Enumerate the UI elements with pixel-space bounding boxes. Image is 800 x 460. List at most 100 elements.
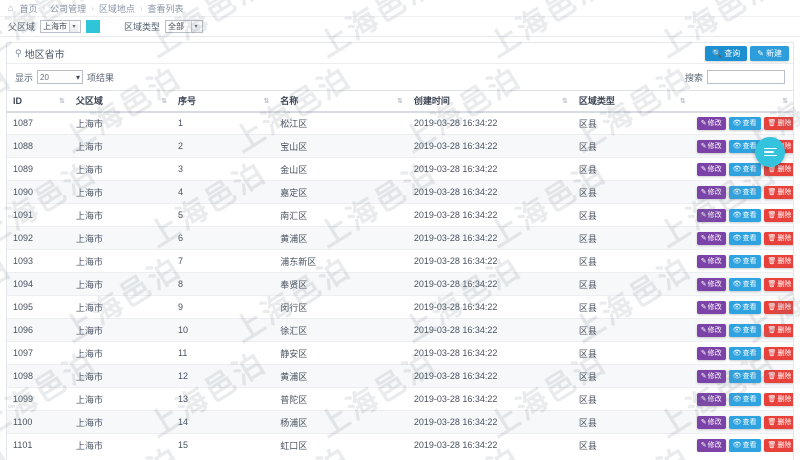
column-header-type[interactable]: 区域类型 ⇅: [572, 90, 691, 113]
table-row[interactable]: 1097 上海市 11 静安区 2019-03-28 16:34:22 区县 ✎ 修改 👁 查看 🗑…: [7, 341, 793, 365]
sort-icon[interactable]: ⇅: [679, 97, 686, 105]
row-actions[interactable]: ✎修改👁查看🗑删除: [690, 295, 793, 319]
breadcrumb-item-3[interactable]: 查看列表: [147, 3, 184, 14]
floating-menu-button[interactable]: [755, 137, 785, 167]
table-row[interactable]: 1100 上海市 14 杨浦区 2019-03-28 16:34:22 区县 ✎ 修改 👁 查看 🗑…: [7, 410, 793, 434]
column-header-seq[interactable]: 序号 ⇅: [172, 90, 275, 113]
sort-icon[interactable]: ⇅: [396, 97, 403, 105]
query-button[interactable]: 🔍 查询: [705, 45, 748, 61]
edit-button[interactable]: ✎ 修改: [696, 139, 726, 153]
table-row[interactable]: 1092 上海市 6 黄浦区 2019-03-28 16:34:22 区县 ✎ 修改 👁 查看 🗑 删…: [7, 226, 793, 250]
row-actions[interactable]: ✎修改👁查看🗑删除: [690, 180, 793, 204]
del-button[interactable]: 🗑删除: [763, 392, 793, 406]
view-button-label: 查看: [742, 281, 757, 288]
table-row[interactable]: 1099 上海市 13 普陀区 2019-03-28 16:34:22 区县 ✎ 修改 👁 查看 🗑…: [7, 387, 793, 411]
table-row[interactable]: 1095 上海市 9 闵行区 2019-03-28 16:34:22 区县 ✎ 修改 👁 查看 🗑 删…: [7, 295, 793, 319]
data-table-container[interactable]: ID ⇅ 父区域 ⇅ 序号 ⇅ 名称 ⇅ 创建时间 ⇅ 区域类型 ⇅ ⇅ 1087 上海市 1 松江区 2019…: [7, 90, 793, 452]
view-button[interactable]: 👁 查看: [728, 392, 761, 406]
row-actions[interactable]: ✎修改👁查看🗑删除: [690, 226, 793, 250]
view-button[interactable]: 👁 查看: [728, 369, 761, 383]
edit-button[interactable]: ✎ 修改: [696, 300, 726, 314]
page-length-select[interactable]: 20 ▾: [37, 70, 84, 84]
del-button[interactable]: 🗑删除: [763, 254, 793, 268]
row-actions[interactable]: ✎修改👁查看🗑删除: [690, 203, 793, 227]
table-row[interactable]: 1090 上海市 4 嘉定区 2019-03-28 16:34:22 区县 ✎ 修改 👁 查看 🗑 删…: [7, 180, 793, 204]
table-row[interactable]: 1094 上海市 8 奉贤区 2019-03-28 16:34:22 区县 ✎ 修改 👁 查看 🗑 删…: [7, 272, 793, 296]
edit-button[interactable]: ✎ 修改: [696, 162, 726, 176]
sort-icon[interactable]: ⇅: [263, 97, 269, 105]
view-button[interactable]: 👁 查看: [728, 162, 761, 176]
column-header-created[interactable]: 创建时间 ⇅: [407, 90, 573, 113]
view-button[interactable]: 👁 查看: [728, 323, 761, 337]
edit-button[interactable]: ✎ 修改: [696, 254, 726, 268]
edit-button[interactable]: ✎ 修改: [696, 323, 726, 337]
edit-button[interactable]: ✎ 修改: [696, 231, 726, 245]
del-button[interactable]: 🗑删除: [763, 346, 793, 360]
table-row[interactable]: 1098 上海市 12 黄浦区 2019-03-28 16:34:22 区县 ✎ 修改 👁 查看 🗑…: [7, 364, 793, 388]
table-row[interactable]: 1093 上海市 7 浦东新区 2019-03-28 16:34:22 区县 ✎ 修改 👁 查看 🗑…: [7, 249, 793, 273]
view-button[interactable]: 👁 查看: [728, 116, 761, 130]
table-row[interactable]: 1087 上海市 1 松江区 2019-03-28 16:34:22 区县 ✎ 修改 👁 查看 🗑 删…: [7, 111, 793, 135]
view-button[interactable]: 👁 查看: [728, 415, 761, 429]
edit-button[interactable]: ✎ 修改: [696, 346, 726, 360]
edit-button[interactable]: ✎ 修改: [696, 277, 726, 291]
del-button[interactable]: 🗑删除: [763, 415, 793, 429]
row-actions[interactable]: ✎修改👁查看🗑删除: [690, 341, 793, 365]
edit-button[interactable]: ✎ 修改: [696, 438, 726, 452]
breadcrumb-item-2[interactable]: 区域地点: [98, 3, 135, 14]
del-button[interactable]: 🗑删除: [763, 208, 793, 222]
edit-button[interactable]: ✎ 修改: [696, 185, 726, 199]
del-button[interactable]: 🗑删除: [763, 323, 793, 337]
breadcrumb-item-1[interactable]: 公司管理: [50, 3, 87, 14]
table-row[interactable]: 1101 上海市 15 虹口区 2019-03-28 16:34:22 区县 ✎ 修改 👁 查看 🗑…: [7, 433, 793, 452]
parent-region-select[interactable]: 上海市 ▾: [40, 20, 82, 33]
view-button[interactable]: 👁 查看: [728, 185, 761, 199]
row-actions[interactable]: ✎修改👁查看🗑删除: [690, 364, 793, 388]
edit-button[interactable]: ✎ 修改: [696, 415, 726, 429]
column-header-actions[interactable]: ⇅: [690, 90, 793, 113]
del-button[interactable]: 🗑删除: [763, 277, 793, 291]
sort-icon[interactable]: ⇅: [782, 97, 788, 105]
search-input[interactable]: [707, 70, 785, 84]
view-button[interactable]: 👁 查看: [728, 208, 761, 222]
view-button[interactable]: 👁 查看: [728, 231, 761, 245]
region-type-select[interactable]: 全部 ▾: [165, 20, 204, 33]
row-actions[interactable]: ✎修改👁查看🗑删除: [690, 410, 793, 434]
create-button[interactable]: ✎ 新建: [750, 45, 789, 61]
edit-button[interactable]: ✎ 修改: [696, 208, 726, 222]
table-row[interactable]: 1096 上海市 10 徐汇区 2019-03-28 16:34:22 区县 ✎ 修改 👁 查看 🗑…: [7, 318, 793, 342]
view-button[interactable]: 👁 查看: [728, 300, 761, 314]
breadcrumb-item-0[interactable]: 首页: [19, 3, 38, 14]
row-actions[interactable]: ✎修改👁查看🗑删除: [690, 433, 793, 452]
view-button[interactable]: 👁 查看: [728, 254, 761, 268]
column-header-name[interactable]: 名称 ⇅: [274, 90, 408, 113]
sort-icon[interactable]: ⇅: [562, 97, 568, 105]
del-button[interactable]: 🗑删除: [763, 300, 793, 314]
edit-button[interactable]: ✎ 修改: [696, 369, 726, 383]
del-button[interactable]: 🗑删除: [763, 438, 793, 452]
view-button[interactable]: 👁 查看: [728, 277, 761, 291]
sort-icon[interactable]: ⇅: [59, 97, 65, 105]
del-button[interactable]: 🗑删除: [763, 231, 793, 245]
view-button[interactable]: 👁 查看: [728, 139, 761, 153]
row-actions[interactable]: ✎修改👁查看🗑删除: [690, 249, 793, 273]
del-button[interactable]: 🗑删除: [763, 369, 793, 383]
row-actions[interactable]: ✎修改👁查看🗑删除: [690, 318, 793, 342]
edit-button[interactable]: ✎ 修改: [696, 116, 726, 130]
view-button[interactable]: 👁 查看: [728, 438, 761, 452]
row-actions[interactable]: ✎修改👁查看🗑删除: [690, 272, 793, 296]
row-actions[interactable]: ✎修改👁查看🗑删除: [690, 387, 793, 411]
region-highlight-chip[interactable]: [86, 20, 101, 33]
view-button[interactable]: 👁 查看: [728, 346, 761, 360]
edit-button[interactable]: ✎ 修改: [696, 392, 726, 406]
column-header-id[interactable]: ID ⇅: [7, 90, 70, 113]
sort-icon[interactable]: ⇅: [161, 97, 167, 105]
row-actions[interactable]: ✎修改👁查看🗑删除: [690, 111, 793, 135]
del-button[interactable]: 🗑删除: [763, 185, 793, 199]
table-row[interactable]: 1091 上海市 5 南汇区 2019-03-28 16:34:22 区县 ✎ 修改 👁 查看 🗑 删…: [7, 203, 793, 227]
del-button[interactable]: 🗑删除: [763, 116, 793, 130]
eye-icon: 👁: [732, 143, 742, 150]
column-header-parent[interactable]: 父区域 ⇅: [69, 90, 173, 113]
table-row[interactable]: 1089 上海市 3 金山区 2019-03-28 16:34:22 区县 ✎ 修改 👁 查看 🗑 删…: [7, 157, 793, 181]
